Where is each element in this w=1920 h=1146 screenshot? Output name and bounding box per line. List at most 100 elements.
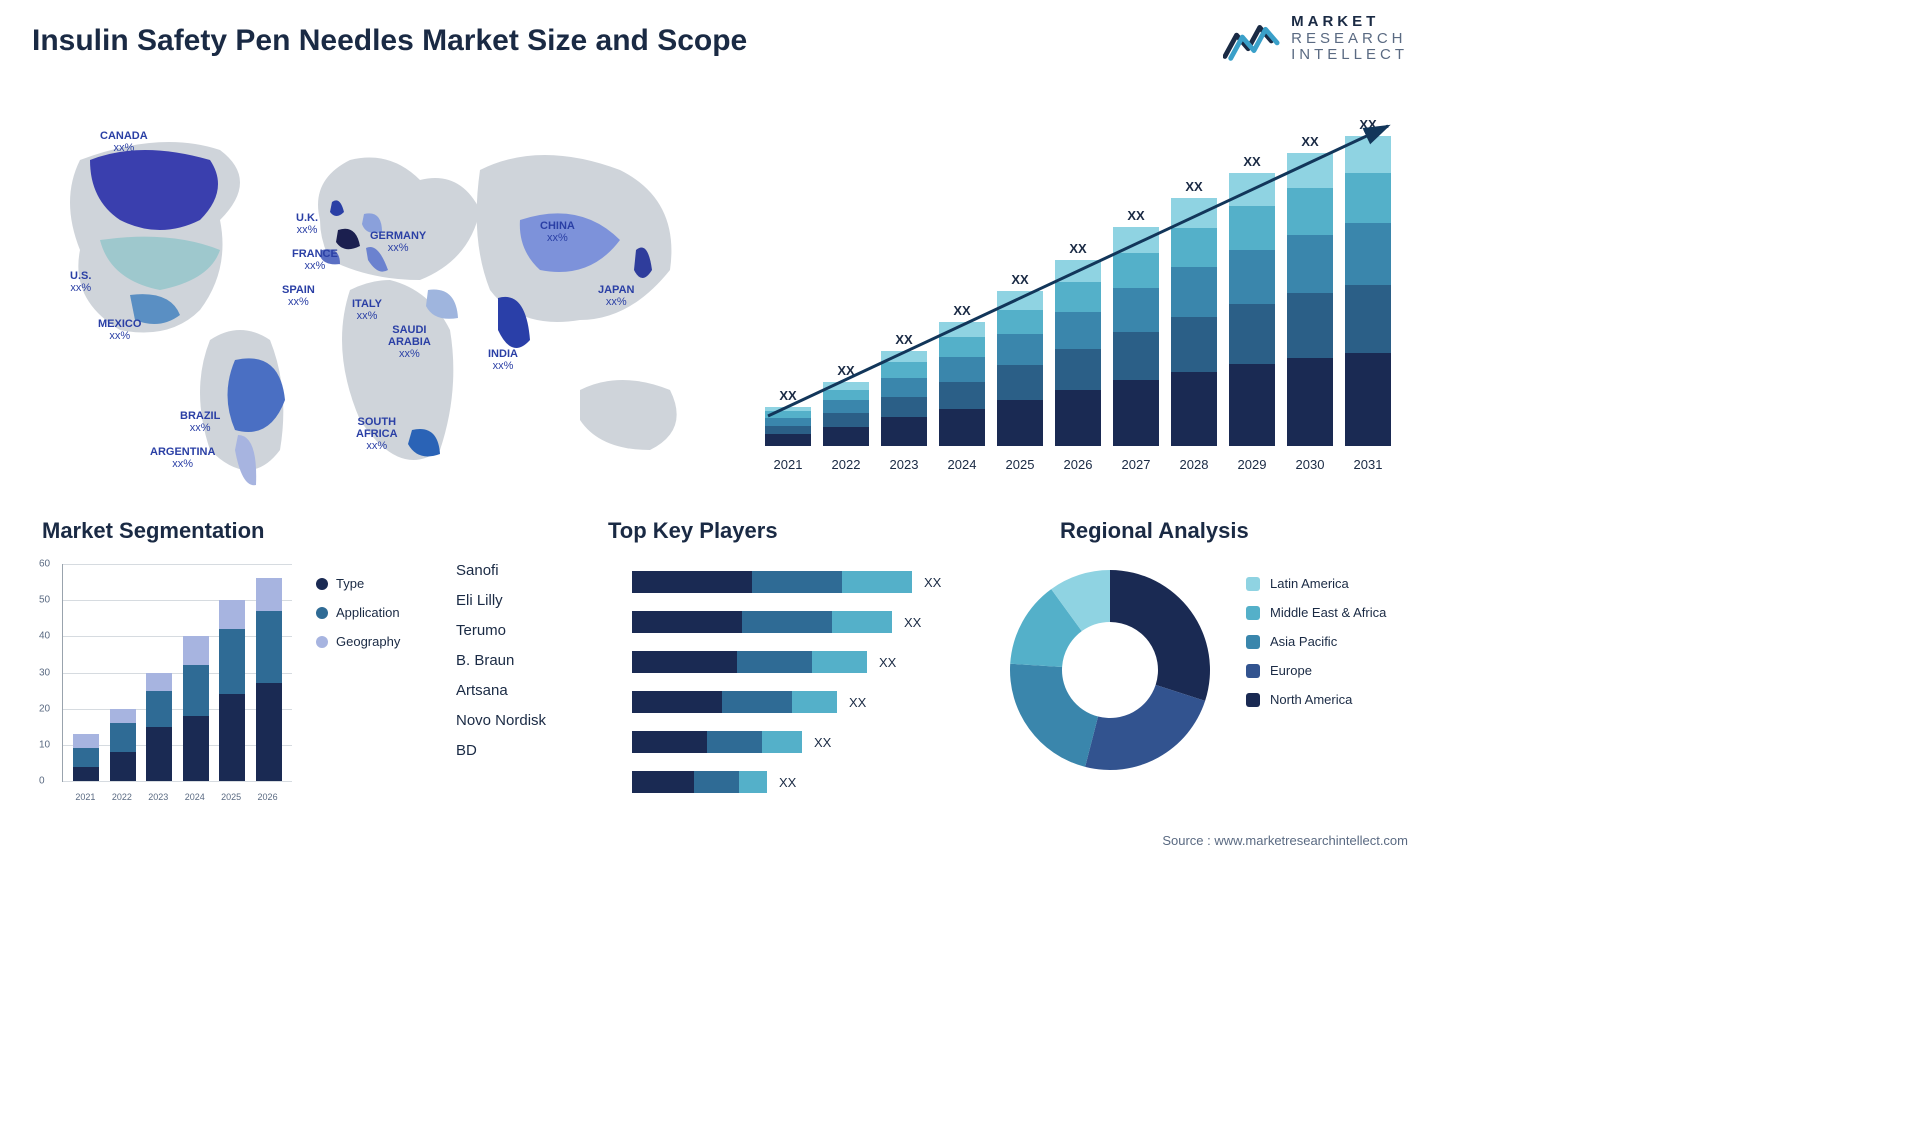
map-label-us: U.S.xx% [70,270,91,294]
growth-bar [1229,173,1275,446]
regional-heading: Regional Analysis [1060,518,1249,544]
kp-value: XX [924,575,941,590]
growth-bar [881,351,927,446]
map-label-canada: CANADAxx% [100,130,148,154]
seg-legend-item: Application [316,605,400,620]
seg-ytick: 10 [39,739,50,750]
seg-bar [146,673,172,782]
seg-bar [110,709,136,781]
logo-text-3: INTELLECT [1291,47,1408,64]
regional-legend-item: North America [1246,692,1386,707]
growth-bar [1055,260,1101,446]
page-title: Insulin Safety Pen Needles Market Size a… [32,24,747,58]
growth-bar [765,407,811,446]
map-label-brazil: BRAZILxx% [180,410,220,434]
donut-slice [1110,570,1210,701]
company-item: Artsana [456,676,546,706]
company-item: Sanofi [456,556,546,586]
growth-bar-value: XX [1229,154,1275,169]
growth-bar-year: 2026 [1055,457,1101,472]
kp-value: XX [849,695,866,710]
seg-legend-item: Type [316,576,400,591]
company-item: Terumo [456,616,546,646]
map-label-saudi: SAUDIARABIAxx% [388,324,431,360]
map-label-india: INDIAxx% [488,348,518,372]
company-item: BD [456,736,546,766]
kp-row: XX [632,646,972,678]
source-text: Source : www.marketresearchintellect.com [1162,833,1408,848]
seg-bar [183,636,209,781]
growth-bar-year: 2022 [823,457,869,472]
logo-text-2: RESEARCH [1291,31,1408,48]
growth-bar-year: 2028 [1171,457,1217,472]
growth-bar-year: 2030 [1287,457,1333,472]
segmentation-heading: Market Segmentation [42,518,265,544]
map-label-southafrica: SOUTHAFRICAxx% [356,416,398,452]
growth-bar-year: 2024 [939,457,985,472]
regional-legend: Latin America Middle East & Africa Asia Pa… [1246,576,1386,721]
seg-year: 2026 [255,792,281,802]
growth-bar-year: 2027 [1113,457,1159,472]
growth-bar-year: 2025 [997,457,1043,472]
seg-bar [219,600,245,781]
map-label-spain: SPAINxx% [282,284,315,308]
seg-ytick: 20 [39,703,50,714]
growth-bar-value: XX [1171,179,1217,194]
market-growth-chart: XXXXXXXXXXXXXXXXXXXXXX 20212022202320242… [748,96,1408,476]
map-label-mexico: MEXICOxx% [98,318,141,342]
seg-year: 2021 [72,792,98,802]
map-label-germany: GERMANYxx% [370,230,426,254]
brand-logo: MARKET RESEARCH INTELLECT [1223,14,1408,64]
segmentation-chart: 0102030405060 202120222023202420252026 [32,556,292,806]
growth-bar-value: XX [881,332,927,347]
map-label-japan: JAPANxx% [598,284,634,308]
growth-bar [939,322,985,446]
seg-year: 2022 [109,792,135,802]
kp-row: XX [632,766,972,798]
growth-bar-value: XX [823,363,869,378]
growth-bar-value: XX [1287,134,1333,149]
growth-bar [997,291,1043,446]
regional-legend-item: Latin America [1246,576,1386,591]
kp-value: XX [904,615,921,630]
growth-bar [1345,136,1391,446]
seg-year: 2023 [145,792,171,802]
kp-value: XX [814,735,831,750]
seg-bar [256,578,282,781]
kp-row: XX [632,686,972,718]
key-players-heading: Top Key Players [608,518,778,544]
growth-bar [1287,153,1333,446]
kp-row: XX [632,726,972,758]
seg-ytick: 40 [39,631,50,642]
growth-bar [823,382,869,446]
kp-value: XX [879,655,896,670]
growth-bar-year: 2031 [1345,457,1391,472]
company-item: B. Braun [456,646,546,676]
growth-bar-year: 2021 [765,457,811,472]
regional-legend-item: Europe [1246,663,1386,678]
growth-bar-value: XX [997,272,1043,287]
key-players-chart: XX XX XX XX XX XX [632,566,972,796]
segmentation-legend: Type Application Geography [316,576,400,663]
seg-ytick: 30 [39,667,50,678]
donut-slice [1085,685,1205,770]
growth-bar [1171,198,1217,446]
seg-ytick: 50 [39,595,50,606]
kp-row: XX [632,606,972,638]
seg-year: 2025 [218,792,244,802]
growth-bar-year: 2023 [881,457,927,472]
growth-bar [1113,227,1159,446]
growth-bar-value: XX [1113,208,1159,223]
world-map: CANADAxx%U.S.xx%MEXICOxx%BRAZILxx%ARGENT… [20,90,720,490]
map-label-italy: ITALYxx% [352,298,382,322]
donut-slice [1010,664,1098,767]
regional-legend-item: Asia Pacific [1246,634,1386,649]
growth-bar-year: 2029 [1229,457,1275,472]
seg-ytick: 0 [39,776,45,787]
growth-bar-value: XX [765,388,811,403]
map-label-france: FRANCExx% [292,248,338,272]
seg-legend-item: Geography [316,634,400,649]
map-label-uk: U.K.xx% [296,212,318,236]
kp-value: XX [779,775,796,790]
regional-legend-item: Middle East & Africa [1246,605,1386,620]
